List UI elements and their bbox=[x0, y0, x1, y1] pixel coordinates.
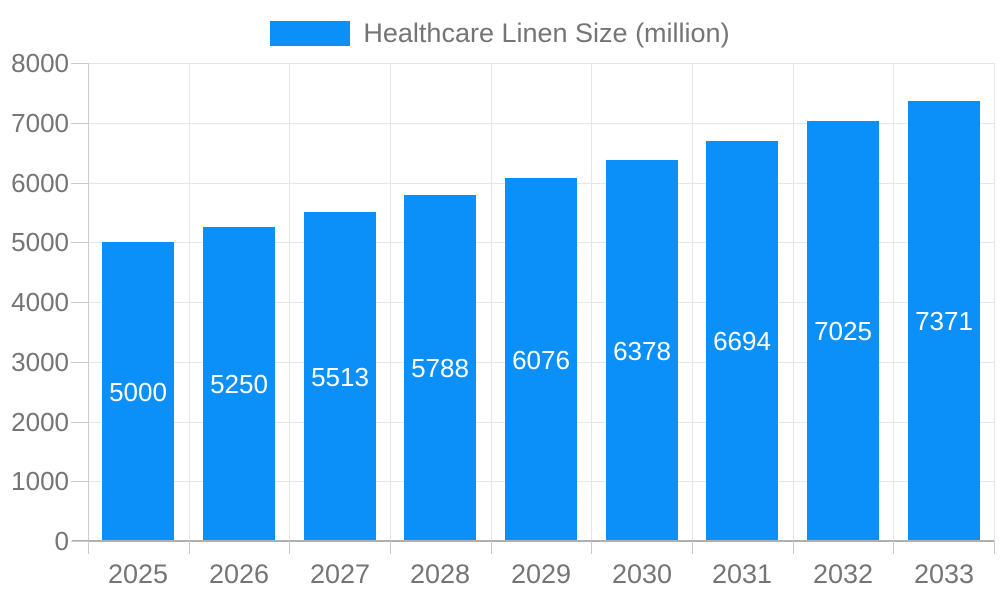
bar-2028[interactable]: 5788 bbox=[404, 195, 476, 541]
x-axis-tick-label: 2025 bbox=[107, 559, 169, 589]
bar-value-label: 5788 bbox=[411, 353, 469, 383]
x-axis-tick bbox=[289, 541, 290, 554]
y-axis-tick-label: 7000 bbox=[11, 108, 69, 138]
bar-value-label: 6694 bbox=[713, 326, 771, 356]
x-axis-tick-label: 2033 bbox=[913, 559, 975, 589]
bar-2033[interactable]: 7371 bbox=[908, 101, 980, 541]
x-axis-tick bbox=[390, 541, 391, 554]
y-axis-line bbox=[88, 63, 89, 541]
bar-value-label: 7025 bbox=[814, 316, 872, 346]
bar-2031[interactable]: 6694 bbox=[706, 141, 778, 541]
gridline-vertical bbox=[491, 63, 492, 541]
gridline-vertical bbox=[591, 63, 592, 541]
bar-value-label: 6378 bbox=[613, 335, 671, 366]
bar-2029[interactable]: 6076 bbox=[505, 178, 577, 541]
x-axis-tick-label: 2032 bbox=[812, 559, 874, 589]
gridline-vertical bbox=[994, 63, 995, 541]
y-axis-tick bbox=[71, 123, 88, 124]
gridline-vertical bbox=[289, 63, 290, 541]
x-axis-line bbox=[72, 540, 994, 542]
y-axis-tick-label: 5000 bbox=[11, 227, 69, 257]
bar-value-label: 6076 bbox=[512, 344, 570, 375]
x-axis-tick-label: 2028 bbox=[409, 559, 471, 589]
gridline-vertical bbox=[692, 63, 693, 541]
y-axis-tick bbox=[71, 63, 88, 64]
gridline-vertical bbox=[893, 63, 894, 541]
x-axis-tick bbox=[994, 541, 995, 554]
gridline-vertical bbox=[189, 63, 190, 541]
bar-value-label: 5000 bbox=[109, 376, 167, 407]
gridline-horizontal bbox=[88, 123, 994, 124]
y-axis-tick-label: 0 bbox=[54, 526, 69, 556]
y-axis-tick-label: 4000 bbox=[11, 287, 69, 317]
x-axis-tick-label: 2029 bbox=[510, 559, 572, 589]
bar-value-label: 5513 bbox=[311, 361, 369, 392]
bar-2025[interactable]: 5000 bbox=[102, 242, 174, 541]
x-axis-tick-label: 2031 bbox=[711, 559, 773, 589]
y-axis-tick bbox=[71, 242, 88, 243]
x-axis-tick bbox=[189, 541, 190, 554]
bar-2027[interactable]: 5513 bbox=[304, 212, 376, 541]
y-axis-tick bbox=[71, 481, 88, 482]
legend-label: Healthcare Linen Size (million) bbox=[363, 17, 730, 48]
x-axis-tick-label: 2026 bbox=[208, 559, 270, 589]
gridline-vertical bbox=[793, 63, 794, 541]
bar-2030[interactable]: 6378 bbox=[606, 160, 678, 541]
x-axis-tick-label: 2030 bbox=[611, 559, 673, 589]
y-axis-tick bbox=[71, 302, 88, 303]
bar-value-label: 7371 bbox=[915, 306, 973, 336]
x-axis-tick bbox=[88, 541, 89, 554]
gridline-vertical bbox=[390, 63, 391, 541]
y-axis-tick bbox=[71, 541, 88, 542]
x-axis-tick bbox=[692, 541, 693, 554]
bar-2032[interactable]: 7025 bbox=[807, 121, 879, 541]
x-axis-tick bbox=[793, 541, 794, 554]
bar-2026[interactable]: 5250 bbox=[203, 227, 275, 541]
x-axis-tick bbox=[591, 541, 592, 554]
y-axis-tick bbox=[71, 183, 88, 184]
y-axis-tick-label: 6000 bbox=[11, 168, 69, 198]
gridline-horizontal bbox=[88, 63, 994, 64]
legend-swatch bbox=[270, 20, 351, 46]
y-axis-tick bbox=[71, 422, 88, 423]
bar-value-label: 5250 bbox=[210, 369, 268, 399]
x-axis-tick-label: 2027 bbox=[309, 559, 371, 589]
x-axis-tick bbox=[491, 541, 492, 554]
y-axis-tick bbox=[71, 362, 88, 363]
x-axis-tick bbox=[893, 541, 894, 554]
y-axis-tick-label: 3000 bbox=[11, 347, 69, 377]
y-axis-tick-label: 8000 bbox=[11, 48, 69, 78]
legend[interactable]: Healthcare Linen Size (million) bbox=[0, 16, 1000, 50]
y-axis-tick-label: 1000 bbox=[11, 466, 69, 496]
y-axis-tick-label: 2000 bbox=[11, 407, 69, 437]
